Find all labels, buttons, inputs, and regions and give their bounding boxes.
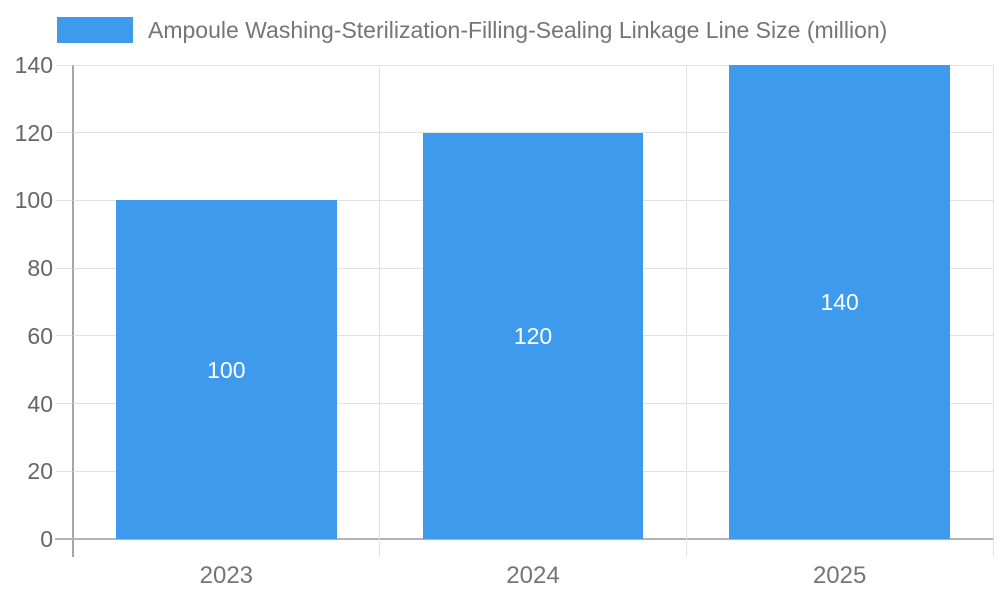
x-axis-label: 2023	[199, 562, 254, 589]
y-axis-label: 120	[14, 119, 53, 146]
y-axis-tick	[56, 403, 72, 405]
bar	[115, 200, 337, 539]
y-axis-label: 80	[27, 255, 53, 282]
bar	[422, 132, 644, 539]
y-axis-label: 40	[27, 390, 53, 417]
y-axis-line	[72, 65, 74, 557]
gridline-vertical	[685, 65, 687, 557]
x-axis-label: 2024	[506, 562, 560, 589]
y-axis-label: 100	[14, 187, 53, 214]
y-axis-label: 20	[27, 458, 53, 485]
gridline-vertical	[992, 65, 994, 557]
y-axis-label: 60	[27, 322, 53, 349]
bar-value-label: 140	[820, 289, 859, 315]
y-axis-tick	[56, 470, 72, 472]
legend: Ampoule Washing-Sterilization-Filling-Se…	[57, 14, 887, 46]
y-axis-tick	[56, 64, 72, 66]
y-axis-tick	[56, 335, 72, 337]
y-axis-label: 140	[14, 52, 53, 78]
y-axis-tick	[56, 199, 72, 201]
y-axis-tick	[56, 132, 72, 134]
legend-label: Ampoule Washing-Sterilization-Filling-Se…	[148, 16, 888, 43]
y-axis-label: 0	[40, 526, 53, 552]
legend-swatch-icon	[57, 17, 133, 43]
gridline-horizontal	[73, 64, 993, 66]
bar-value-label: 120	[513, 322, 553, 349]
x-axis-label: 2025	[812, 562, 867, 589]
gridline-vertical	[379, 65, 381, 557]
x-axis-baseline	[55, 538, 993, 540]
bar	[729, 65, 951, 539]
y-axis-tick	[56, 267, 72, 269]
bar-value-label: 100	[207, 356, 246, 383]
plot-area: 0 20 40 60 80 100 120 140 100 2023 120 2024 140 2025	[15, 52, 994, 589]
